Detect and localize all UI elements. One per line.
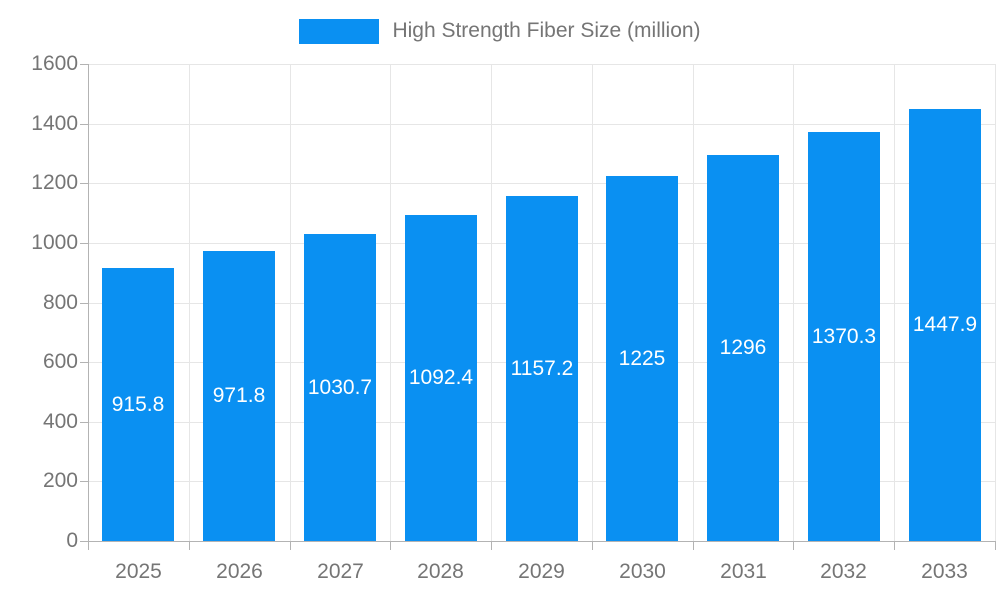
x-tick-label: 2028: [417, 560, 464, 583]
gridline-v: [592, 64, 593, 541]
y-axis-tick: [80, 303, 88, 304]
y-tick-label: 800: [42, 291, 78, 314]
x-tick-label: 2025: [115, 560, 162, 583]
x-tick-label: 2032: [820, 560, 867, 583]
y-axis-line: [88, 64, 89, 541]
x-tick-label: 2033: [921, 560, 968, 583]
legend-swatch: [299, 18, 380, 44]
x-axis-tick: [189, 541, 190, 550]
gridline-v: [491, 64, 492, 541]
bar-value-label: 1092.4: [408, 366, 474, 389]
x-tick-label: 2030: [619, 560, 666, 583]
bar: 1296: [707, 155, 779, 541]
bar: 915.8: [102, 268, 174, 541]
gridline-h: [88, 124, 995, 125]
legend-label: High Strength Fiber Size (million): [392, 19, 701, 42]
y-axis-tick: [80, 64, 88, 65]
bar-value-label: 1370.3: [811, 324, 877, 348]
y-tick-label: 200: [42, 469, 78, 492]
x-tick-label: 2029: [518, 560, 565, 583]
y-tick-label: 400: [42, 410, 78, 433]
y-tick-label: 1000: [31, 231, 78, 254]
x-axis-tick: [290, 541, 291, 550]
x-tick-label: 2027: [317, 560, 364, 583]
bar-value-label: 1225: [618, 346, 666, 370]
y-axis-tick: [80, 124, 88, 125]
legend[interactable]: High Strength Fiber Size (million): [0, 16, 1000, 46]
x-axis-tick: [390, 541, 391, 550]
x-axis-tick: [693, 541, 694, 550]
x-axis-tick: [793, 541, 794, 550]
x-axis-tick: [995, 541, 996, 550]
y-axis-tick: [80, 541, 88, 542]
bar-value-label: 915.8: [111, 392, 165, 416]
bar-value-label: 1030.7: [307, 375, 373, 399]
bar: 1447.9: [909, 109, 981, 541]
bar-value-label: 1157.2: [510, 356, 574, 380]
gridline-v: [189, 64, 190, 541]
y-tick-label: 600: [42, 350, 78, 373]
x-axis-tick: [894, 541, 895, 550]
y-tick-label: 1200: [31, 171, 78, 194]
x-tick-label: 2031: [720, 560, 767, 583]
y-axis-tick: [80, 362, 88, 363]
y-axis-tick: [80, 422, 88, 423]
gridline-v: [894, 64, 895, 541]
bar-value-label: 971.8: [212, 384, 266, 407]
bar: 1092.4: [405, 215, 477, 541]
bar: 1030.7: [304, 234, 376, 541]
bar: 1370.3: [808, 132, 880, 541]
x-axis-tick: [592, 541, 593, 550]
gridline-v: [793, 64, 794, 541]
bar: 971.8: [203, 251, 275, 541]
bar-value-label: 1447.9: [912, 313, 978, 336]
bar-value-label: 1296: [719, 336, 767, 359]
y-tick-label: 1600: [31, 52, 78, 75]
x-axis-tick: [491, 541, 492, 550]
x-axis-tick: [88, 541, 89, 550]
gridline-h: [88, 64, 995, 65]
gridline-h: [88, 183, 995, 184]
y-axis-tick: [80, 183, 88, 184]
bar: 1225: [606, 176, 678, 541]
gridline-v: [390, 64, 391, 541]
gridline-v: [290, 64, 291, 541]
bar: 1157.2: [506, 196, 578, 541]
x-tick-label: 2026: [216, 560, 263, 583]
y-axis-tick: [80, 481, 88, 482]
x-axis-line: [88, 541, 995, 542]
y-tick-label: 0: [66, 529, 78, 552]
gridline-v: [995, 64, 996, 541]
y-tick-label: 1400: [31, 112, 78, 135]
gridline-v: [693, 64, 694, 541]
y-axis-tick: [80, 243, 88, 244]
